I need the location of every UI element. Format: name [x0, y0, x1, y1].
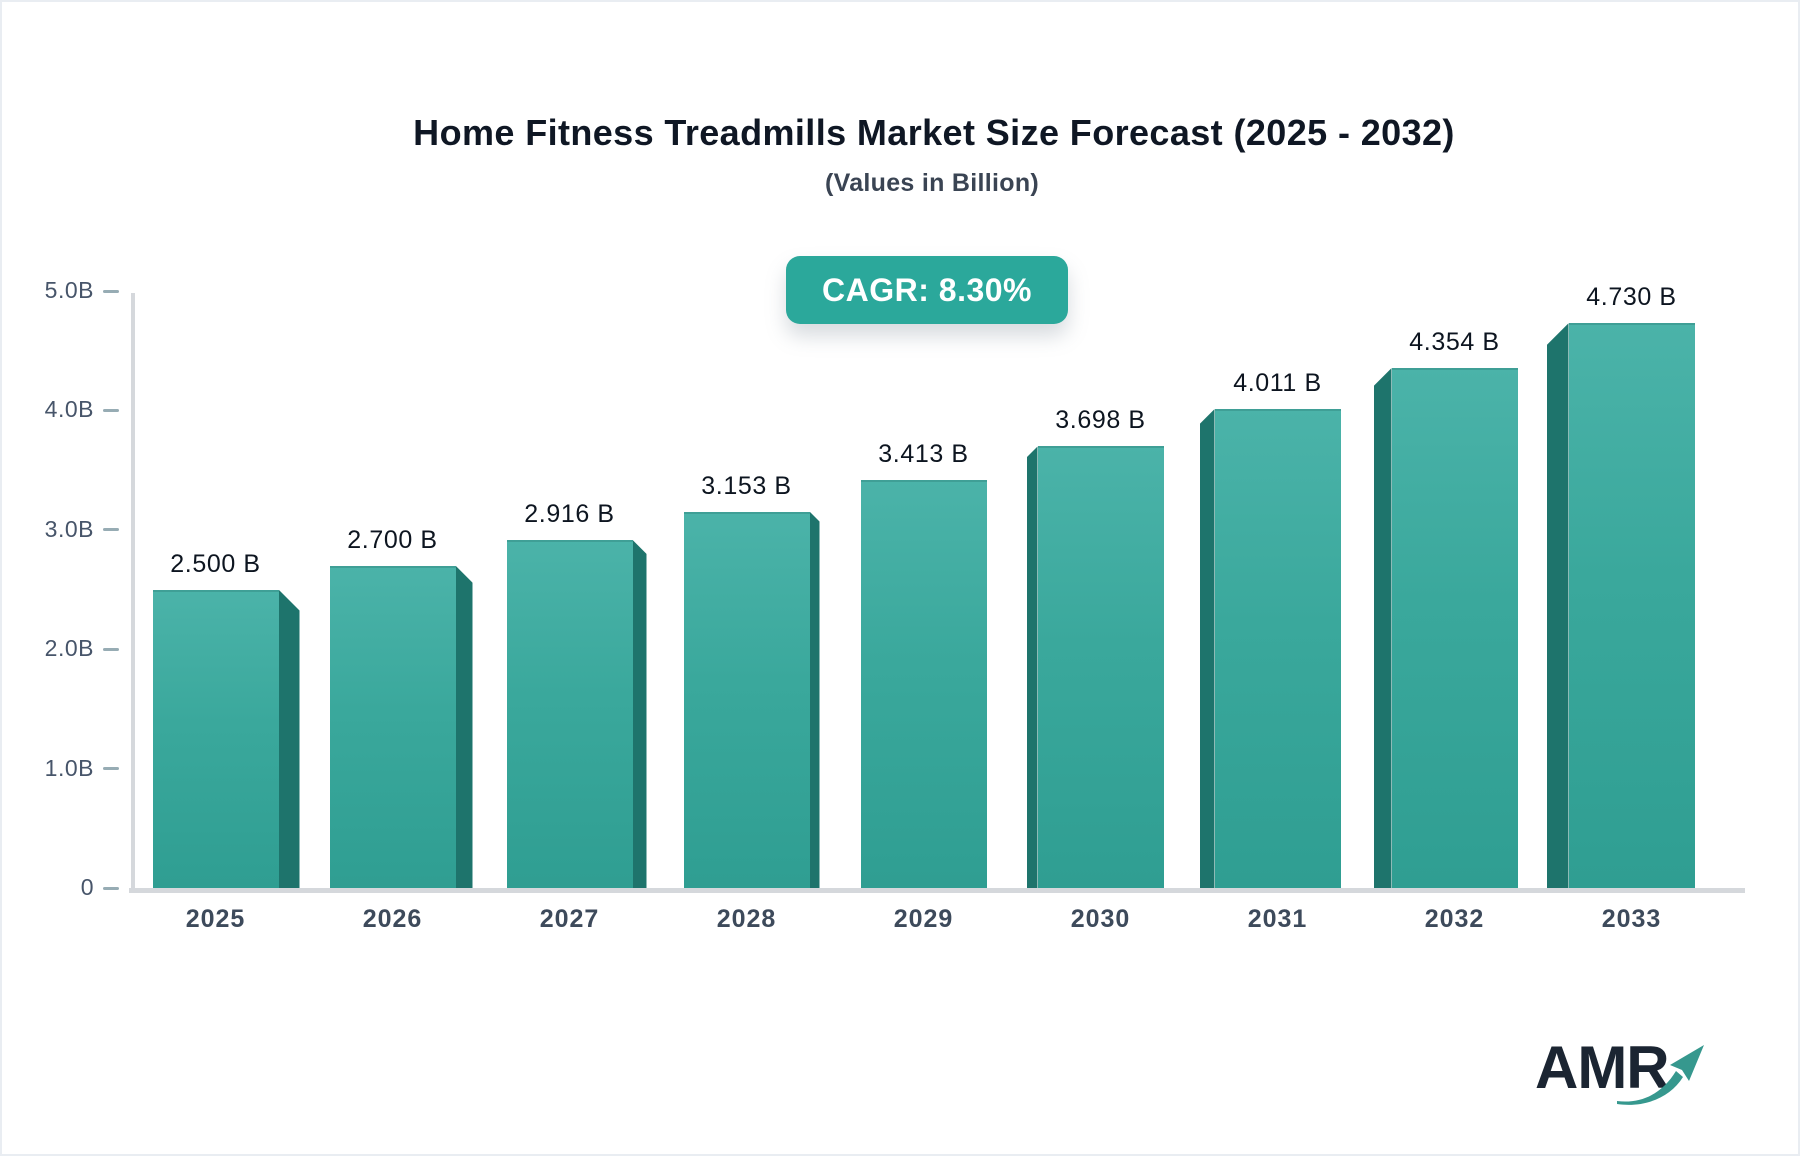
y-tick-mark: [103, 647, 119, 651]
y-tick-mark: [103, 886, 119, 890]
x-axis-label: 2031: [1247, 905, 1308, 933]
bar-2027: [506, 539, 633, 888]
bar-2033: [1568, 323, 1695, 888]
bar-side-panel: [278, 589, 300, 888]
bar-value-label: 2.500 B: [170, 549, 261, 578]
y-tick-mark: [103, 408, 119, 412]
y-tick-label: 5.0B: [44, 277, 94, 303]
bar-side-panel: [1026, 446, 1038, 888]
cagr-badge: CAGR: 8.30%: [786, 256, 1068, 324]
y-tick-label: 4.0B: [44, 396, 94, 423]
bar-2030: [1037, 446, 1164, 888]
y-tick-label: 0: [80, 874, 94, 900]
x-axis-label: 2027: [539, 905, 600, 933]
bar-2032: [1391, 368, 1518, 888]
bar-value-label: 4.011 B: [1233, 369, 1322, 398]
bar-2031: [1214, 409, 1341, 888]
x-axis-label: 2030: [1070, 905, 1131, 933]
bar-side-panel: [809, 511, 820, 888]
x-axis-label: 2033: [1601, 905, 1662, 933]
y-tick-label: 3.0B: [44, 515, 94, 542]
amr-logo: AMR: [1535, 1038, 1715, 1108]
bar-value-label: 4.354 B: [1409, 328, 1500, 357]
bar-side-panel: [1373, 368, 1392, 888]
bar-value-label: 3.413 B: [878, 440, 969, 469]
x-axis-label: 2029: [893, 905, 954, 933]
bar-side-panel: [1546, 323, 1569, 888]
bar-side-panel: [632, 539, 647, 888]
bar-2028: [683, 511, 810, 888]
chart-title: Home Fitness Treadmills Market Size Fore…: [413, 112, 1455, 153]
amr-logo-text: AMR: [1535, 1034, 1670, 1101]
bar-side-panel: [455, 565, 473, 888]
x-axis-label: 2025: [185, 905, 246, 933]
bar-value-label: 3.153 B: [701, 471, 792, 500]
growth-arrow-icon: [1617, 1045, 1704, 1105]
y-tick-mark: [103, 289, 119, 293]
bar-value-label: 2.700 B: [347, 525, 438, 554]
y-tick-mark: [103, 528, 119, 532]
x-axis-label: 2028: [716, 905, 777, 933]
x-axis-line: [129, 888, 1745, 893]
y-tick-label: 1.0B: [44, 754, 94, 781]
bar-value-label: 2.916 B: [524, 499, 615, 528]
bar-side-panel: [1199, 409, 1215, 888]
chart-subtitle: (Values in Billion): [824, 169, 1040, 197]
y-axis-line: [131, 293, 135, 888]
bar-2026: [329, 565, 456, 888]
x-axis-label: 2026: [362, 905, 423, 933]
y-tick-label: 2.0B: [44, 635, 94, 662]
bar-2025: [152, 589, 279, 888]
x-axis-label: 2032: [1424, 905, 1485, 933]
y-tick-mark: [103, 767, 119, 771]
bar-value-label: 3.698 B: [1055, 406, 1146, 435]
bar-2029: [860, 480, 987, 888]
bar-value-label: 4.730 B: [1586, 283, 1677, 312]
